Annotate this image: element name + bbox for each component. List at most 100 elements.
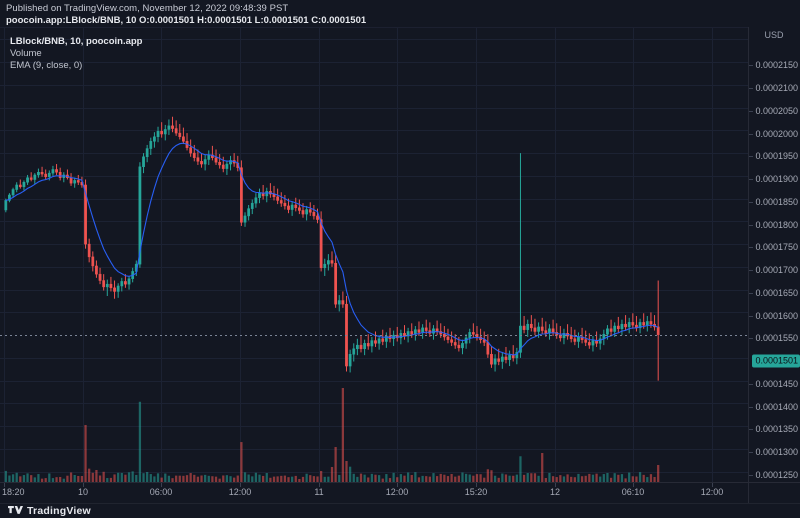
volume-bar	[435, 476, 439, 483]
candlestick-body	[356, 344, 359, 350]
time-axis-label: 12:00	[228, 487, 252, 497]
symbol-label: poocoin.app:LBlock/BNB, 10	[6, 15, 137, 26]
price-scale[interactable]: USD 0.0002150 0.0002100 0.0002050 0.0002000…	[748, 27, 800, 503]
candlestick-body	[515, 352, 519, 359]
candlestick-body	[374, 340, 377, 344]
volume-bar	[4, 470, 7, 483]
volume-bar	[265, 473, 268, 483]
candlestick-body	[250, 202, 254, 209]
candlestick-body	[421, 327, 424, 333]
candlestick-body	[33, 174, 37, 180]
candlestick-body	[406, 331, 410, 337]
volume-bar	[200, 475, 203, 483]
volume-bar	[26, 473, 29, 483]
volume-bar	[537, 475, 540, 483]
volume-bar	[497, 477, 500, 483]
publish-header: Published on TradingView.com, November 1…	[0, 0, 800, 27]
legend-symbol-title: LBlock/BNB, 10, poocoin.app	[10, 36, 143, 47]
candlestick-body	[171, 125, 174, 129]
gridline-vertical	[712, 28, 713, 483]
candlestick-body	[327, 260, 330, 265]
candlestick-body	[352, 348, 356, 355]
candlestick-body	[526, 323, 530, 330]
candlestick-body	[319, 219, 323, 269]
candlestick-body	[214, 157, 218, 163]
volume-bar	[446, 476, 450, 483]
volume-bar	[185, 475, 189, 483]
candlestick-body	[156, 131, 160, 138]
candlestick-body	[323, 263, 327, 269]
volume-bar	[512, 475, 515, 483]
candlestick-body	[142, 156, 145, 168]
candlestick-body	[279, 200, 283, 204]
volume-bar	[657, 465, 660, 483]
candlestick-body	[4, 200, 8, 211]
volume-bar	[287, 477, 290, 483]
price-axis-tick	[749, 156, 753, 158]
volume-bar	[377, 475, 381, 483]
candlestick-body	[490, 353, 493, 365]
volume-bar	[522, 474, 526, 483]
price-axis-label: 0.0002100	[755, 83, 798, 94]
candlestick-body	[584, 339, 588, 343]
volume-bar	[77, 475, 80, 483]
time-axis-label: 15:20	[464, 487, 488, 497]
legend-ema-label[interactable]: EMA (9, close, 0)	[10, 60, 83, 71]
tradingview-logo[interactable]: TradingView	[8, 505, 91, 517]
volume-bar	[573, 477, 576, 483]
legend-volume-label[interactable]: Volume	[10, 48, 42, 59]
time-axis-label: 18:20	[2, 487, 25, 497]
candlestick-body	[620, 323, 624, 330]
volume-bar	[399, 474, 402, 483]
volume-bar	[204, 474, 207, 483]
candlestick-body	[98, 273, 102, 281]
candlestick-body	[631, 322, 635, 326]
candlestick-body	[87, 243, 91, 258]
gridline-vertical	[555, 28, 556, 483]
candlestick-body	[22, 182, 26, 188]
candlestick-body	[308, 209, 312, 213]
candlestick-body	[163, 129, 167, 135]
volume-bar	[15, 472, 18, 483]
current-price-badge[interactable]: 0.0001501	[752, 354, 800, 368]
candlestick-body	[656, 326, 660, 335]
volume-bar	[635, 476, 638, 483]
candlestick-body	[500, 356, 504, 362]
candlestick-body	[84, 184, 87, 245]
volume-bar	[403, 475, 406, 483]
price-axis-label: 0.0001900	[755, 174, 798, 185]
volume-bar	[363, 474, 366, 483]
volume-bar	[262, 475, 265, 483]
candlestick-body	[606, 328, 609, 335]
gridline-vertical	[319, 28, 320, 483]
gridline-horizontal	[0, 403, 748, 405]
gridline-horizontal	[0, 84, 748, 86]
volume-bar	[218, 478, 221, 483]
volume-bar	[421, 475, 424, 483]
time-axis-tick	[555, 483, 556, 487]
candlestick-body	[627, 322, 631, 328]
volume-bar	[305, 473, 308, 483]
time-scale[interactable]: 18:20 10 06:00 12:00 11 12:00 15:20 12 06:10 12:0…	[0, 482, 748, 504]
candlestick-body	[189, 147, 193, 154]
candlestick-body	[645, 321, 649, 326]
price-axis-label: 0.0001700	[755, 265, 798, 276]
volume-bar	[109, 477, 113, 483]
volume-bar	[555, 477, 558, 483]
volume-bar	[182, 475, 185, 483]
volume-bar	[106, 478, 109, 483]
volume-bar	[599, 476, 602, 483]
volume-bar	[588, 473, 591, 483]
volume-bar	[214, 476, 218, 483]
chart-plot-area[interactable]: LBlock/BNB, 10, poocoin.app Volume EMA (…	[0, 27, 748, 483]
candlestick-body	[145, 148, 149, 158]
volume-bar	[617, 474, 620, 483]
candlestick-body	[240, 167, 243, 223]
volume-bar	[443, 474, 446, 483]
time-axis-tick	[4, 483, 5, 487]
candlestick-body	[616, 325, 620, 329]
candlestick-body	[624, 323, 627, 328]
volume-bar	[225, 475, 229, 483]
volume-bar	[98, 475, 102, 483]
time-axis-tick	[240, 483, 241, 487]
